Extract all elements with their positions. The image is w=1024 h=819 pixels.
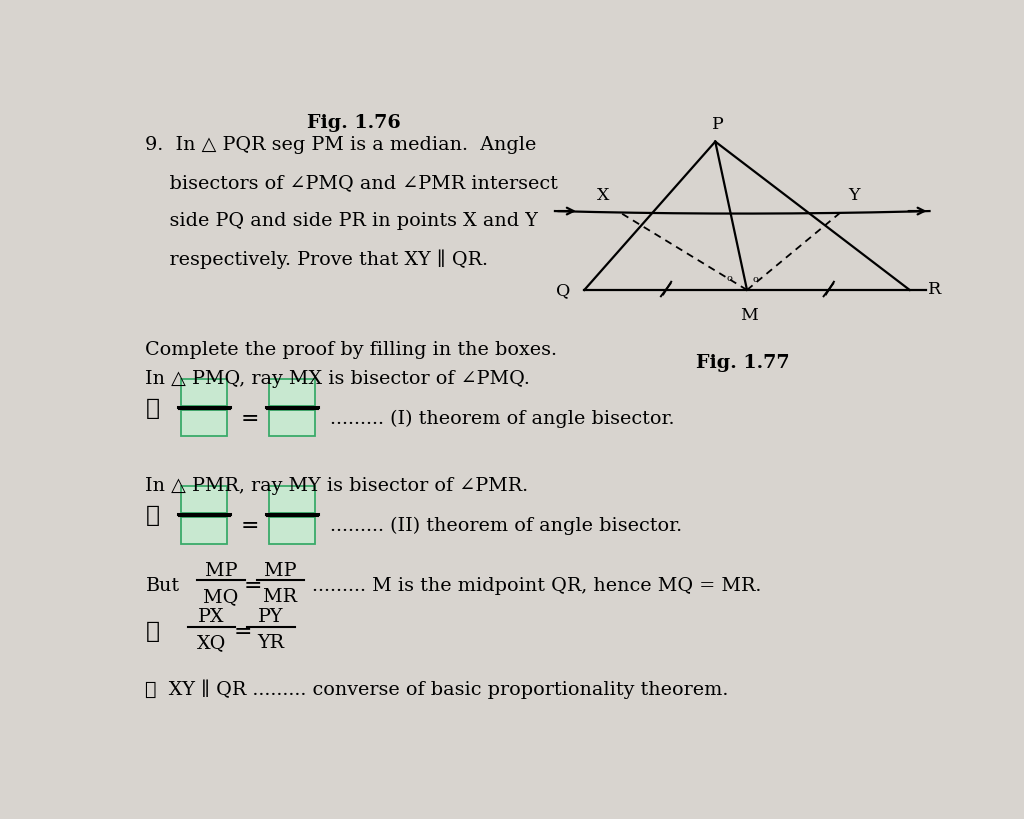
Text: o: o [752, 275, 758, 283]
Text: Q: Q [556, 282, 570, 299]
Text: ......... M is the midpoint QR, hence MQ = MR.: ......... M is the midpoint QR, hence MQ… [312, 576, 762, 594]
Text: In △ PMR, ray MY is bisector of ∠PMR.: In △ PMR, ray MY is bisector of ∠PMR. [145, 477, 528, 495]
Text: ∴  XY ∥ QR ......... converse of basic proportionality theorem.: ∴ XY ∥ QR ......... converse of basic pr… [145, 678, 729, 698]
Text: MQ: MQ [203, 587, 239, 605]
Text: MR: MR [263, 587, 297, 605]
Text: PX: PX [198, 608, 224, 626]
Text: In △ PMQ, ray MX is bisector of ∠PMQ.: In △ PMQ, ray MX is bisector of ∠PMQ. [145, 369, 530, 387]
Text: M: M [739, 306, 758, 324]
Text: ∴: ∴ [145, 505, 160, 527]
Text: PY: PY [258, 608, 284, 626]
Text: ∴: ∴ [145, 397, 160, 419]
Text: R: R [928, 281, 941, 298]
Bar [269, 410, 315, 437]
Bar [181, 518, 227, 544]
Text: Complete the proof by filling in the boxes.: Complete the proof by filling in the box… [145, 341, 557, 359]
Text: =: = [244, 574, 262, 596]
Bar [269, 486, 315, 514]
Text: ......... (II) theorem of angle bisector.: ......... (II) theorem of angle bisector… [330, 516, 682, 534]
Text: respectively. Prove that XY ∥ QR.: respectively. Prove that XY ∥ QR. [145, 250, 488, 269]
Text: side PQ and side PR in points X and Y: side PQ and side PR in points X and Y [145, 212, 539, 230]
Text: =: = [241, 407, 259, 429]
Text: X: X [597, 188, 609, 204]
Bar [181, 486, 227, 514]
Text: MP: MP [205, 562, 238, 580]
Text: =: = [241, 514, 259, 536]
Text: XQ: XQ [197, 634, 226, 651]
Text: But: But [145, 576, 179, 594]
Text: =: = [233, 620, 252, 642]
Text: Fig. 1.76: Fig. 1.76 [307, 114, 401, 132]
Bar [181, 379, 227, 406]
Text: Fig. 1.77: Fig. 1.77 [696, 354, 790, 372]
Bar [269, 518, 315, 544]
Text: o: o [727, 274, 732, 283]
Text: ......... (I) theorem of angle bisector.: ......... (I) theorem of angle bisector. [330, 409, 674, 428]
Text: ∴: ∴ [145, 620, 160, 642]
Text: bisectors of ∠PMQ and ∠PMR intersect: bisectors of ∠PMQ and ∠PMR intersect [145, 174, 558, 192]
Bar [181, 410, 227, 437]
Text: 9.  In △ PQR seg PM is a median.  Angle: 9. In △ PQR seg PM is a median. Angle [145, 136, 537, 154]
Text: MP: MP [264, 562, 297, 580]
Text: YR: YR [257, 634, 285, 651]
Bar [269, 379, 315, 406]
Text: Y: Y [848, 188, 859, 204]
Text: P: P [712, 116, 724, 133]
